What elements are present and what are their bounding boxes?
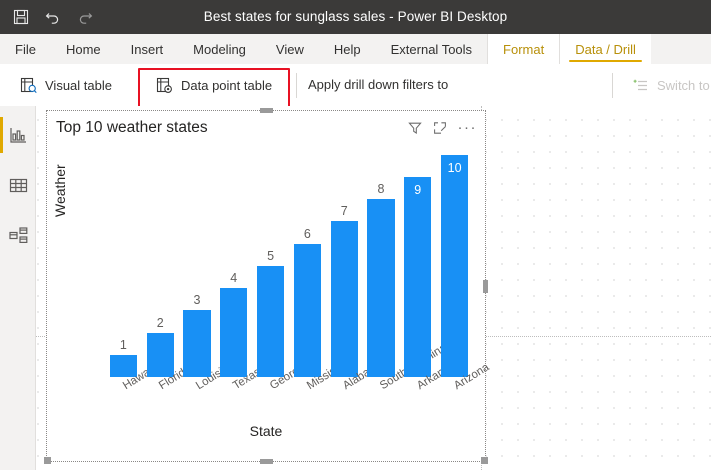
- data-label-alabama: 7: [340, 204, 348, 219]
- tab-data-drill[interactable]: Data / Drill: [560, 34, 651, 64]
- tab-external-tools[interactable]: External Tools: [390, 41, 473, 57]
- bar-mississippi[interactable]: [293, 243, 321, 377]
- view-switch-rail: [0, 106, 36, 470]
- tab-active-underline: [569, 59, 642, 62]
- tab-insert[interactable]: Insert: [130, 41, 164, 57]
- bar-louisiana[interactable]: [183, 310, 211, 377]
- data-label-florida: 2: [156, 315, 164, 330]
- resize-handle-top[interactable]: [260, 108, 273, 113]
- undo-icon[interactable]: [44, 8, 62, 26]
- y-axis-title: Weather: [52, 164, 68, 217]
- bar-arizona[interactable]: [440, 154, 469, 377]
- bar-chart-visual[interactable]: Top 10 weather states ···: [44, 108, 491, 464]
- bar-georgia[interactable]: [256, 265, 285, 377]
- window-title: Best states for sunglass sales - Power B…: [203, 9, 508, 24]
- bar-florida[interactable]: [146, 332, 174, 377]
- visual-table-label: Visual table: [45, 77, 112, 93]
- ribbon-tabs: File Home Insert Modeling View Help Exte…: [0, 34, 651, 64]
- ribbon-commands: Visual table Data point table Apply dril…: [0, 64, 711, 161]
- data-point-table-button[interactable]: Data point table: [146, 69, 281, 101]
- bar-texas[interactable]: [220, 288, 248, 377]
- focus-mode-icon[interactable]: [433, 121, 447, 135]
- tab-format[interactable]: Format: [487, 34, 561, 64]
- resize-handle-bottom[interactable]: [260, 459, 273, 464]
- report-canvas[interactable]: Top 10 weather states ···: [36, 106, 711, 470]
- redo-icon[interactable]: [76, 8, 94, 26]
- x-axis-title: State: [249, 423, 283, 439]
- title-bar: Best states for sunglass sales - Power B…: [0, 0, 711, 34]
- tab-data-drill-label: Data / Drill: [575, 41, 636, 57]
- model-view-icon: [8, 225, 29, 246]
- data-label-arkansas: 9: [414, 183, 422, 197]
- quick-access-toolbar: [12, 0, 94, 34]
- bar-arkansas[interactable]: [404, 177, 432, 377]
- resize-handle-right[interactable]: [483, 280, 488, 293]
- ribbon-separator-2: [612, 73, 613, 98]
- data-label-mississippi: 6: [303, 226, 311, 241]
- tab-home[interactable]: Home: [65, 41, 101, 57]
- apply-drill-filters-label: Apply drill down filters to: [308, 77, 449, 92]
- filter-icon[interactable]: [407, 121, 422, 135]
- data-label-arizona: 10: [447, 160, 462, 175]
- rail-item-model-view[interactable]: [0, 214, 36, 256]
- resize-handle-bottom-right[interactable]: [481, 457, 488, 464]
- save-icon[interactable]: [12, 8, 30, 26]
- bar-south-carolina[interactable]: [367, 199, 395, 377]
- more-options-icon[interactable]: ···: [457, 119, 477, 136]
- data-label-georgia: 5: [267, 248, 275, 263]
- tab-modeling[interactable]: Modeling: [193, 41, 246, 57]
- resize-handle-bottom-left[interactable]: [44, 457, 51, 464]
- chart-area: Weather 1 Hawaii 2 Florida 3 Louisiana 4 Texas 5…: [47, 137, 491, 461]
- chart-plot-area: 1 Hawaii 2 Florida 3 Louisiana 4 Texas 5 Georgia 6…: [105, 137, 491, 392]
- rail-item-report-view[interactable]: [0, 114, 36, 156]
- data-view-icon: [8, 175, 29, 196]
- data-label-hawaii: 1: [119, 337, 127, 352]
- tab-view[interactable]: View: [275, 41, 304, 57]
- data-point-table-icon: [155, 76, 174, 95]
- data-label-texas: 4: [230, 271, 238, 286]
- switch-to-icon: [631, 76, 650, 95]
- visual-header-actions: ···: [407, 119, 478, 136]
- tab-file[interactable]: File: [15, 41, 36, 57]
- bar-alabama[interactable]: [330, 221, 358, 377]
- visual-table-icon: [19, 76, 38, 95]
- report-view-icon: [8, 125, 29, 146]
- data-point-table-label: Data point table: [181, 77, 273, 93]
- rail-item-data-view[interactable]: [0, 164, 36, 206]
- bar-hawaii[interactable]: [109, 354, 137, 377]
- switch-to-label: Switch to: [657, 77, 710, 93]
- ribbon-separator-1: [296, 73, 297, 98]
- visual-table-button[interactable]: Visual table: [10, 69, 121, 101]
- visual-title: Top 10 weather states: [56, 119, 208, 136]
- data-label-louisiana: 3: [193, 293, 201, 308]
- switch-to-button: Switch to: [622, 69, 711, 101]
- ribbon-tab-bar: File Home Insert Modeling View Help Exte…: [0, 34, 711, 65]
- tab-help[interactable]: Help: [333, 41, 361, 57]
- data-label-south-carolina: 8: [377, 182, 385, 197]
